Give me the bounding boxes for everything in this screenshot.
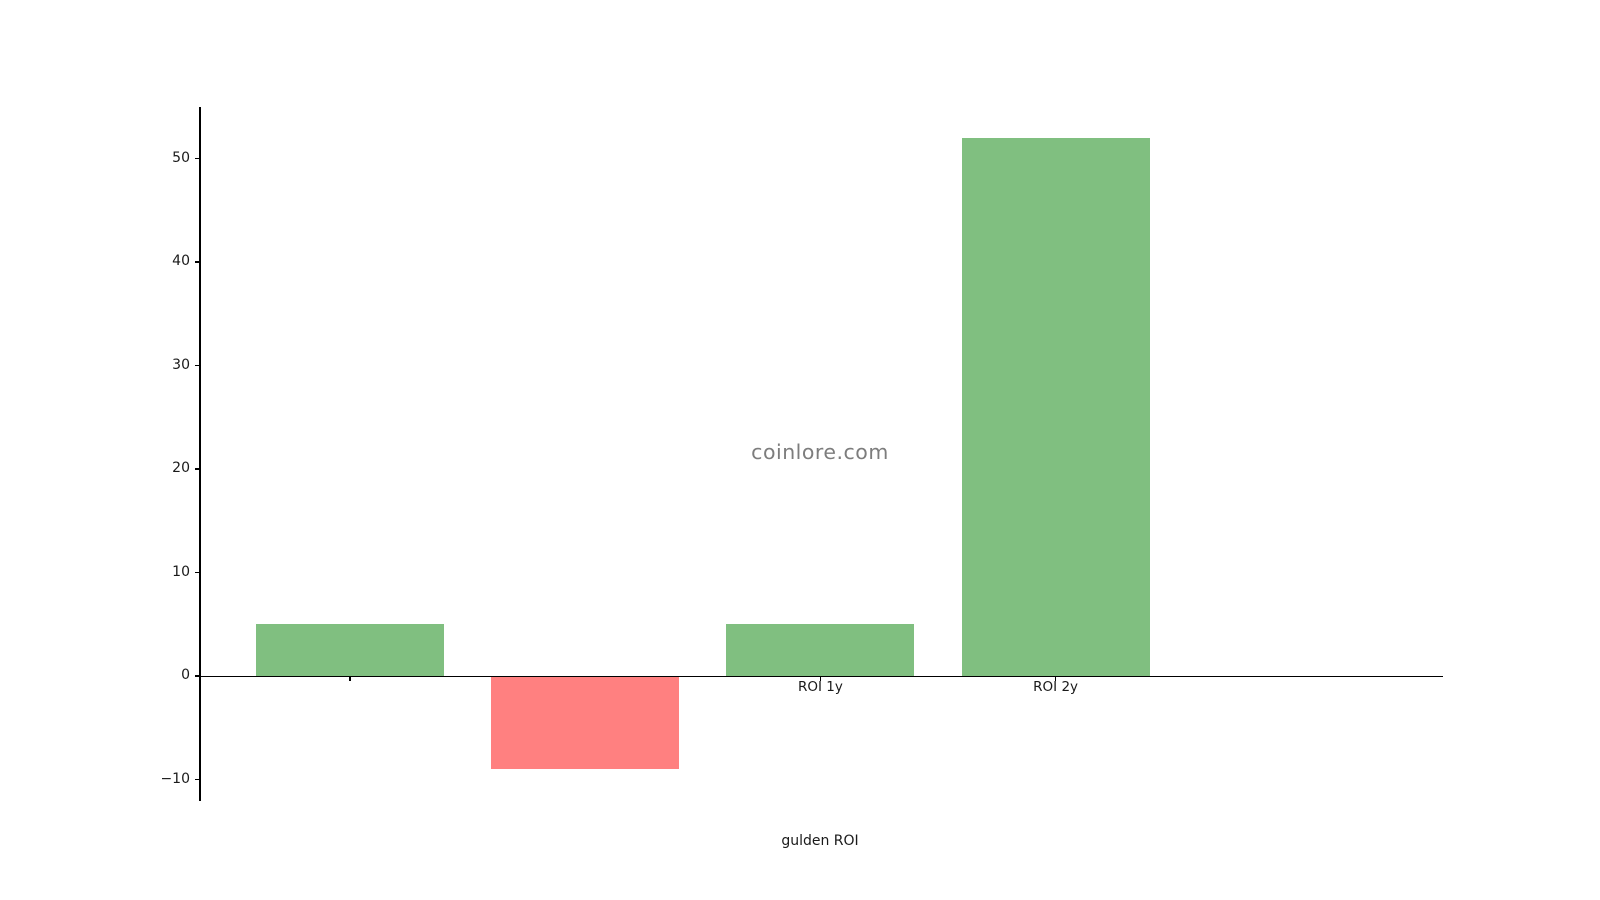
bar-unlabeled-0 [256, 624, 444, 676]
x-axis-title: gulden ROI [781, 833, 859, 849]
x-tick-mark [349, 676, 351, 681]
y-tick-mark [195, 468, 200, 470]
x-category-label: ROI 2y [1033, 679, 1079, 695]
y-tick-mark [195, 157, 200, 160]
y-tick-mark [195, 778, 200, 781]
y-axis-spine [199, 107, 201, 801]
bar-roi-2y [961, 137, 1150, 676]
y-tick-label: 0 [181, 667, 190, 683]
y-tick-mark [195, 571, 200, 574]
watermark-text: coinlore.com [751, 440, 889, 464]
y-tick-label: −10 [160, 770, 190, 787]
y-tick-label: 20 [172, 460, 190, 476]
bar-roi-1y [726, 624, 915, 676]
x-axis-spine [199, 675, 1443, 677]
y-tick-label: 50 [172, 149, 190, 166]
x-category-label: ROI 1y [797, 679, 843, 695]
y-tick-mark [195, 261, 200, 263]
x-tick-mark [819, 676, 822, 681]
x-tick-mark [1054, 676, 1057, 681]
y-tick-mark [195, 675, 200, 677]
bar-unlabeled-1 [491, 676, 680, 770]
y-tick-label: 10 [172, 563, 190, 580]
y-tick-label: 40 [172, 253, 190, 269]
y-tick-mark [195, 364, 200, 367]
y-tick-label: 30 [172, 356, 190, 373]
